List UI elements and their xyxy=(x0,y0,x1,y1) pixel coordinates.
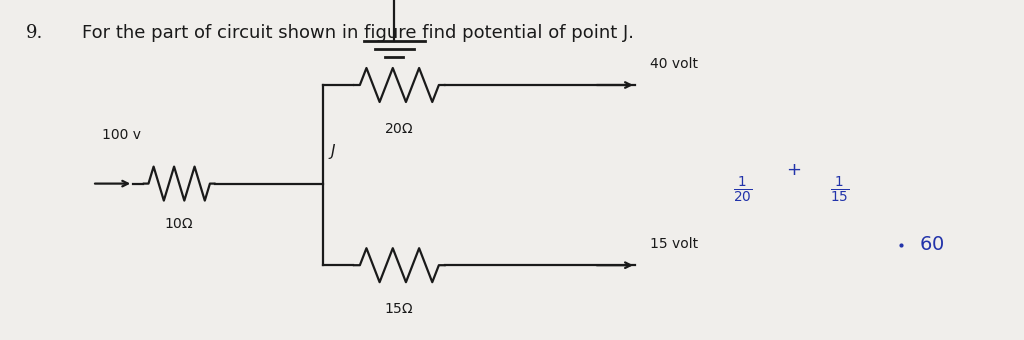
Text: 20$\Omega$: 20$\Omega$ xyxy=(384,122,415,136)
Text: 40 volt: 40 volt xyxy=(650,57,698,71)
Text: $+$: $+$ xyxy=(786,161,801,179)
Text: For the part of circuit shown in figure find potential of point J.: For the part of circuit shown in figure … xyxy=(82,24,634,42)
Text: $\frac{1}{15}$: $\frac{1}{15}$ xyxy=(830,175,849,205)
Text: 10$\Omega$: 10$\Omega$ xyxy=(164,217,195,231)
Text: $\mathit{60}$: $\mathit{60}$ xyxy=(920,235,944,254)
Text: 15$\Omega$: 15$\Omega$ xyxy=(384,302,415,316)
Text: 15 volt: 15 volt xyxy=(650,237,698,251)
Text: 100 v: 100 v xyxy=(102,129,141,142)
Text: J: J xyxy=(331,144,335,159)
Text: 9.: 9. xyxy=(26,24,43,42)
Text: $\frac{1}{20}$: $\frac{1}{20}$ xyxy=(733,175,752,205)
